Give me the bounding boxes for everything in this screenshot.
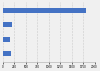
Bar (3, 51, 11, 56)
Bar (3, 22, 12, 27)
Bar (3, 8, 86, 13)
Bar (3, 37, 10, 42)
